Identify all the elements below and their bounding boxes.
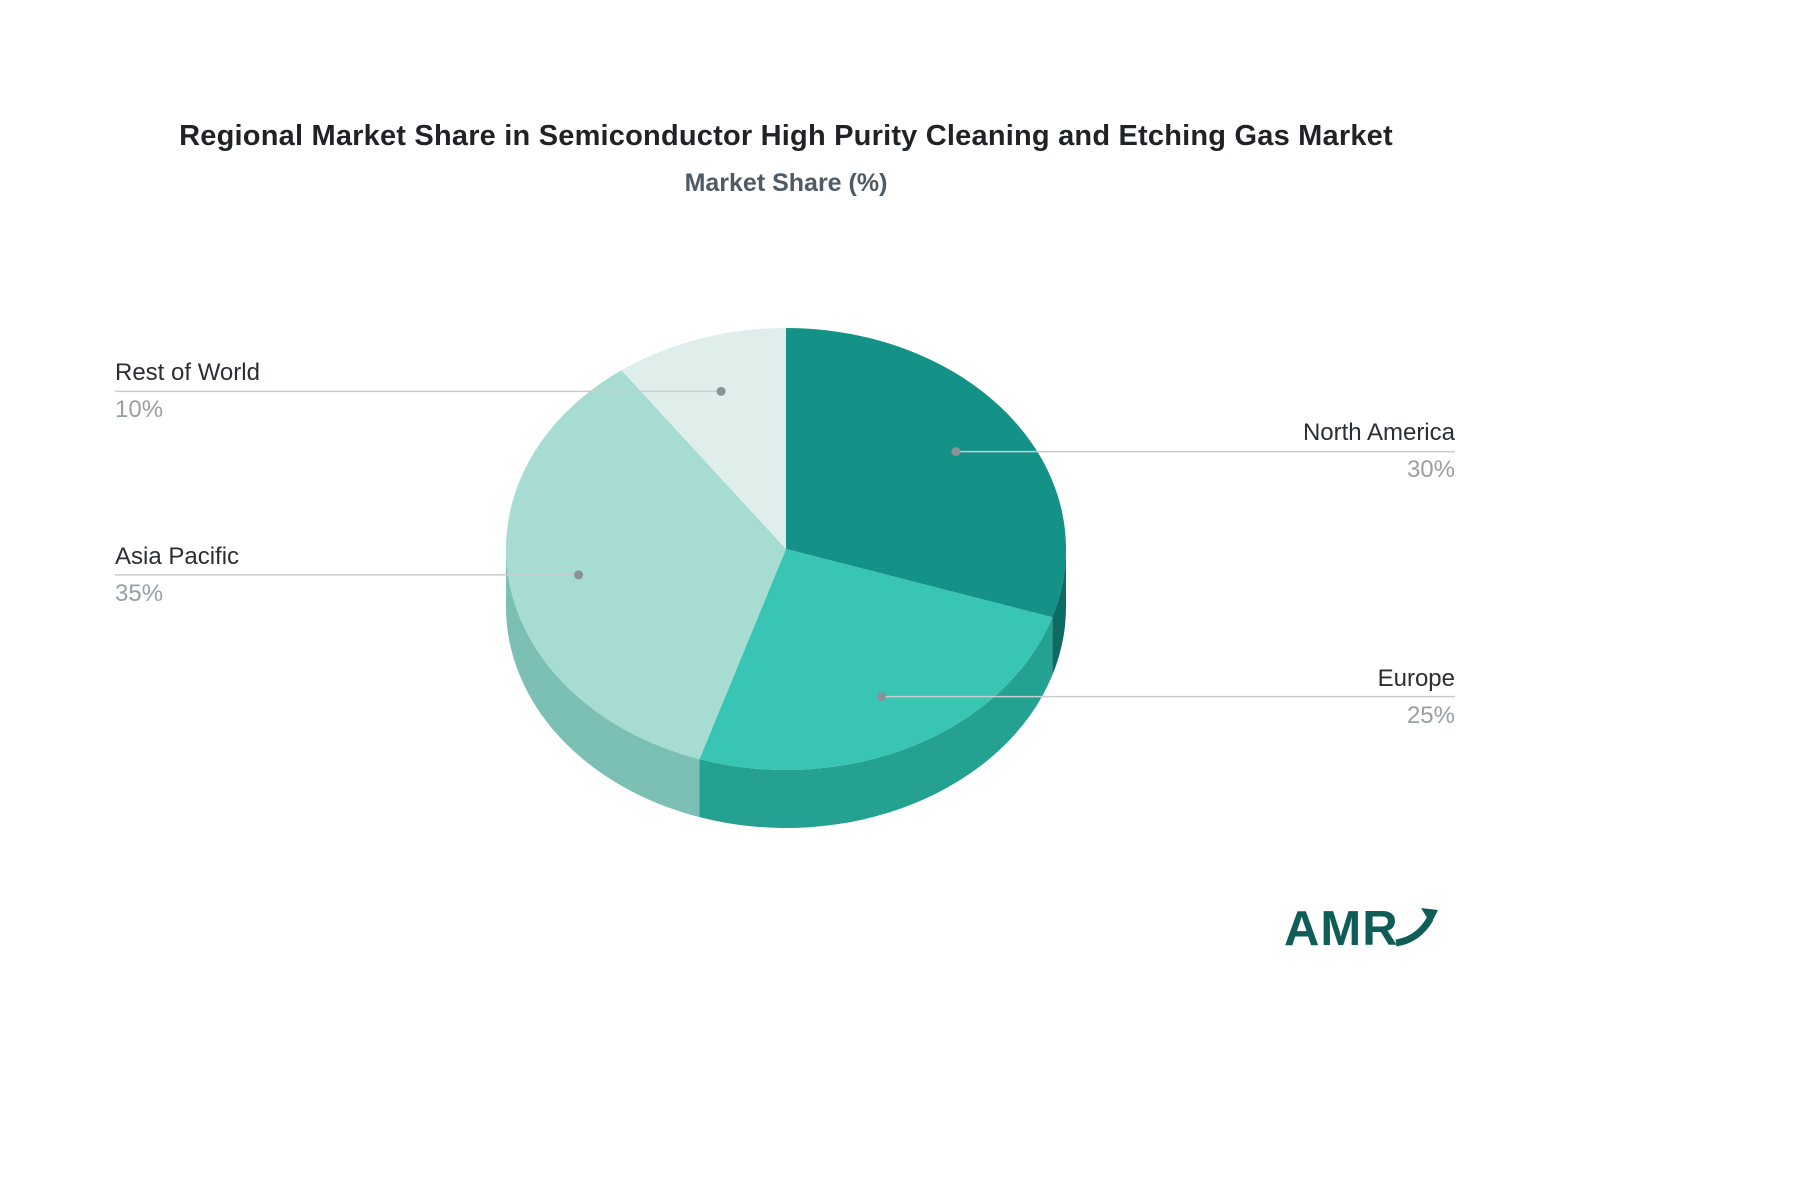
slice-label-name: North America [1302, 419, 1455, 446]
amr-logo-text: AMR [1284, 902, 1399, 956]
pie-slice-side-north-america [1052, 549, 1066, 676]
slice-label-name: Rest of World [115, 359, 260, 386]
slice-label-europe: Europe 25% [1378, 667, 1455, 728]
slice-label-north-america: North America 30% [1303, 421, 1455, 482]
pie-slice-asia-pacific[interactable] [505, 370, 786, 760]
slice-label-name: Asia Pacific [115, 543, 240, 570]
slice-label-percent: 30% [1406, 456, 1455, 483]
pie-slice-side-asia-pacific [506, 549, 700, 818]
slice-label-rest-of-world: Rest of World 10% [115, 361, 260, 422]
slice-label-asia-pacific: Asia Pacific 35% [115, 545, 239, 606]
slice-label-percent: 10% [115, 396, 164, 423]
slice-label-percent: 35% [115, 580, 164, 607]
chart-title: Regional Market Share in Semiconductor H… [179, 120, 1393, 152]
pie-slice-north-america[interactable] [786, 328, 1066, 618]
pie-slice-europe[interactable] [699, 549, 1053, 770]
leader-dot-asia-pacific [574, 570, 584, 580]
leader-dot-rest-of-world [716, 386, 726, 396]
leader-dot-europe [876, 692, 886, 702]
amr-logo: AMR [1284, 905, 1439, 954]
pie-slice-side-europe [699, 617, 1053, 828]
pie-slice-rest-of-world[interactable] [621, 328, 786, 549]
arrow-up-right-icon [1393, 907, 1439, 954]
slice-label-percent: 25% [1406, 702, 1455, 729]
leader-dot-north-america [951, 447, 961, 457]
slice-label-name: Europe [1377, 665, 1455, 692]
chart-subtitle: Market Share (%) [684, 169, 888, 197]
